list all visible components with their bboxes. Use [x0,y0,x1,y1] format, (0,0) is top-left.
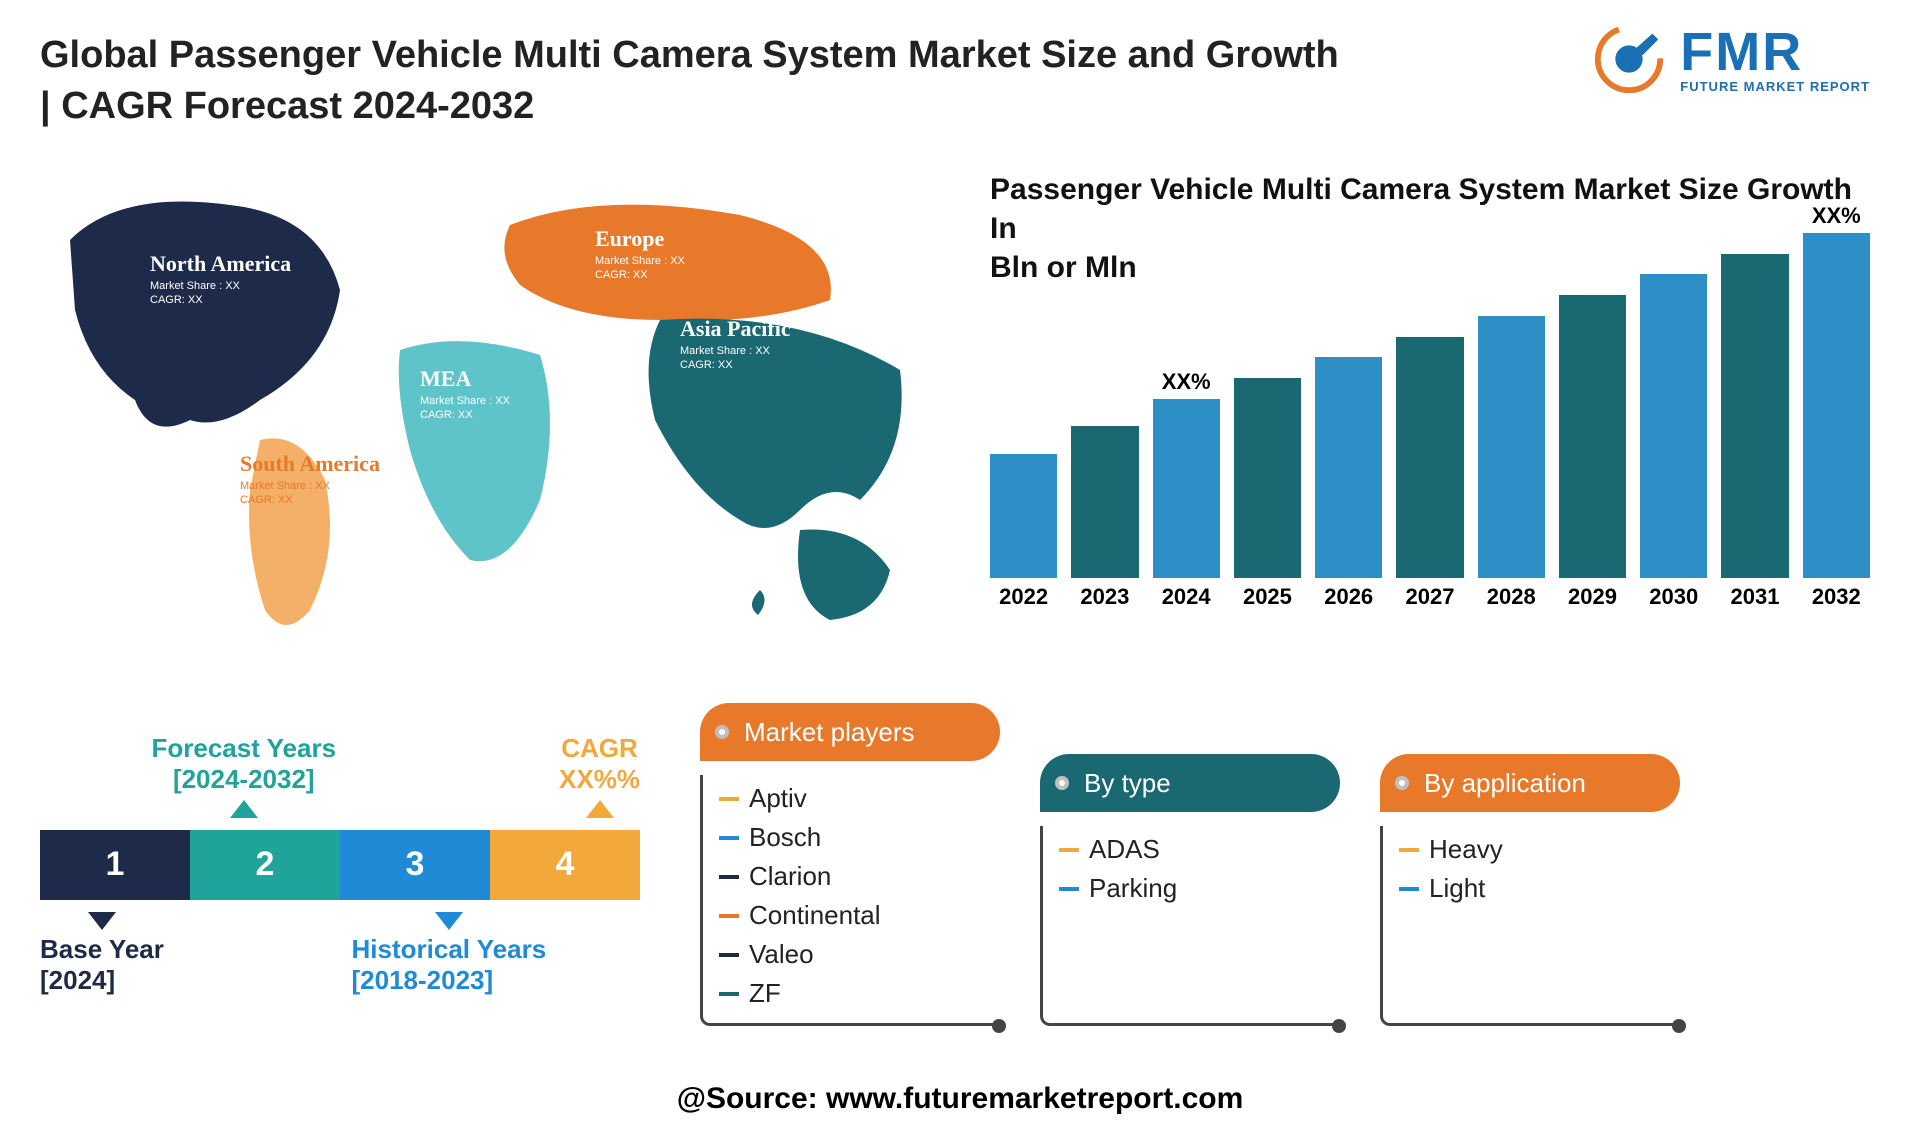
pill-header: By application [1380,754,1680,812]
pill-column-2: By application HeavyLight [1380,754,1680,1026]
bar-2024: 2024XX% [1153,399,1220,610]
pill-header: By type [1040,754,1340,812]
pill-item: Parking [1059,869,1340,908]
bar-2026: 2026 [1315,357,1382,610]
pill-column-0: Market players AptivBoschClarionContinent… [700,703,1000,1026]
timeline-bot-2: Historical Years[2018-2023] [352,908,547,996]
pill-item: Continental [719,896,1000,935]
bar-2029: 2029 [1559,295,1626,610]
region-label-north-america: North AmericaMarket Share : XXCAGR: XX [150,250,291,307]
timeline: Forecast Years[2024-2032] CAGRXX%% 1234 B… [40,733,640,996]
timeline-bot-0: Base Year[2024] [40,908,164,996]
region-label-asia-pacific: Asia PacificMarket Share : XXCAGR: XX [680,315,791,372]
bar-annotation-2024: XX% [1162,369,1211,395]
bar-2032: 2032XX% [1803,233,1870,610]
bar-2023: 2023 [1071,426,1138,610]
market-size-bar-chart: Passenger Vehicle Multi Camera System Ma… [990,170,1870,650]
timeline-seg-2: 2 [190,830,340,900]
fmr-logo: FMR FUTURE MARKET REPORT [1590,20,1870,98]
source-text: @Source: www.futuremarketreport.com [677,1082,1244,1116]
bar-annotation-2032: XX% [1812,203,1861,229]
bar-2027: 2027 [1396,337,1463,610]
pill-column-1: By type ADASParking [1040,754,1340,1026]
timeline-seg-4: 4 [490,830,640,900]
region-label-south-america: South AmericaMarket Share : XXCAGR: XX [240,450,380,507]
region-label-europe: EuropeMarket Share : XXCAGR: XX [595,225,685,282]
timeline-seg-3: 3 [340,830,490,900]
pill-item: ZF [719,974,1000,1013]
pill-header: Market players [700,703,1000,761]
pill-item: Valeo [719,935,1000,974]
page-title: Global Passenger Vehicle Multi Camera Sy… [40,30,1340,133]
region-label-mea: MEAMarket Share : XXCAGR: XX [420,365,510,422]
timeline-top-1: Forecast Years[2024-2032] [152,733,337,821]
timeline-seg-1: 1 [40,830,190,900]
north-america-shape [70,202,340,427]
pill-item: Clarion [719,857,1000,896]
world-map: North AmericaMarket Share : XXCAGR: XX So… [40,170,960,650]
fmr-logo-text: FMR [1680,25,1870,79]
pill-item: Light [1399,869,1680,908]
bar-2030: 2030 [1640,274,1707,610]
pill-item: ADAS [1059,830,1340,869]
bar-2022: 2022 [990,454,1057,610]
bar-2028: 2028 [1478,316,1545,610]
timeline-top-3: CAGRXX%% [559,733,640,821]
pill-item: Aptiv [719,779,1000,818]
fmr-logo-icon [1590,20,1668,98]
bar-2025: 2025 [1234,378,1301,610]
pill-item: Heavy [1399,830,1680,869]
bar-2031: 2031 [1721,254,1788,610]
pill-item: Bosch [719,818,1000,857]
fmr-logo-sub: FUTURE MARKET REPORT [1680,79,1870,94]
